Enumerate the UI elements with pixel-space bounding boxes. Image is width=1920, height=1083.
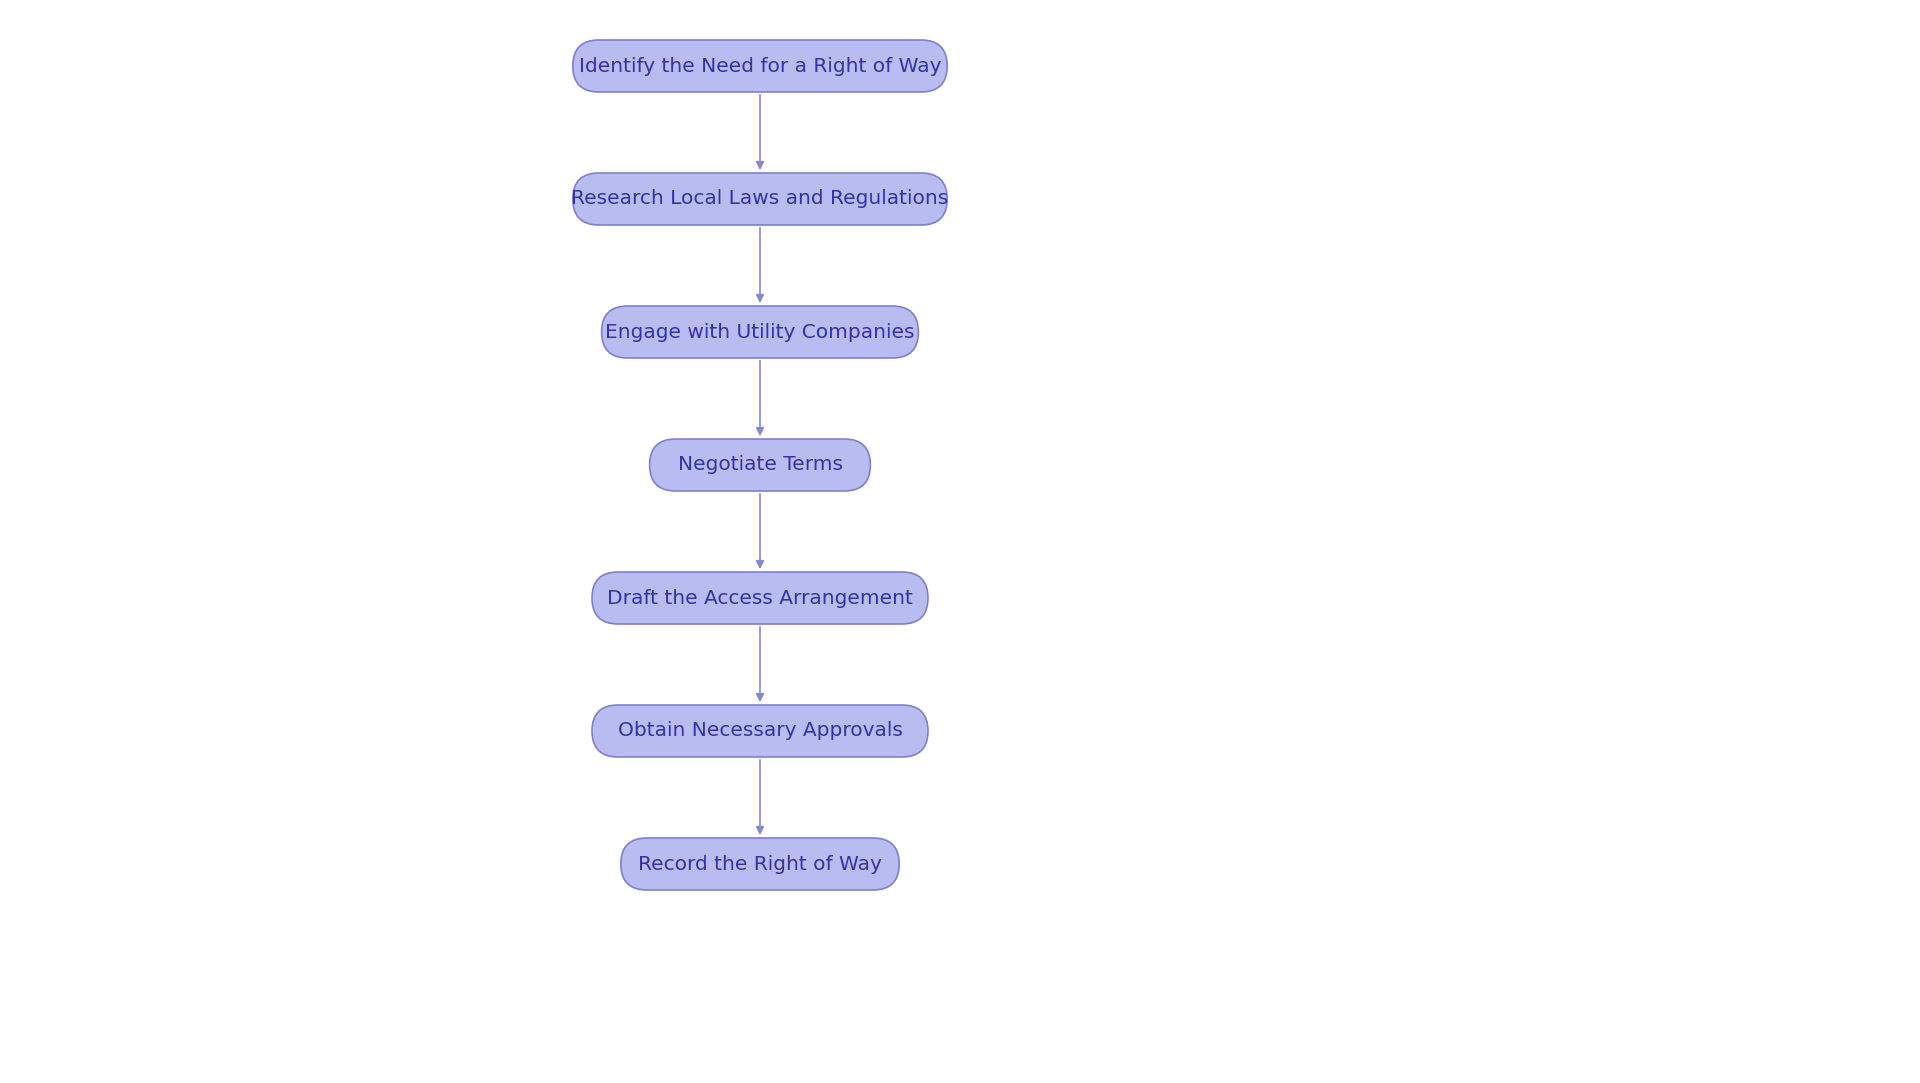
Text: Obtain Necessary Approvals: Obtain Necessary Approvals xyxy=(618,721,902,741)
FancyBboxPatch shape xyxy=(572,173,947,225)
FancyBboxPatch shape xyxy=(649,439,870,491)
Text: Research Local Laws and Regulations: Research Local Laws and Regulations xyxy=(572,190,948,209)
FancyBboxPatch shape xyxy=(620,838,899,890)
Text: Draft the Access Arrangement: Draft the Access Arrangement xyxy=(607,588,912,608)
Text: Record the Right of Way: Record the Right of Way xyxy=(637,854,881,874)
FancyBboxPatch shape xyxy=(591,572,927,624)
Text: Identify the Need for a Right of Way: Identify the Need for a Right of Way xyxy=(578,56,941,76)
Text: Engage with Utility Companies: Engage with Utility Companies xyxy=(605,323,914,341)
FancyBboxPatch shape xyxy=(572,40,947,92)
Text: Negotiate Terms: Negotiate Terms xyxy=(678,456,843,474)
FancyBboxPatch shape xyxy=(591,705,927,757)
FancyBboxPatch shape xyxy=(601,306,918,358)
